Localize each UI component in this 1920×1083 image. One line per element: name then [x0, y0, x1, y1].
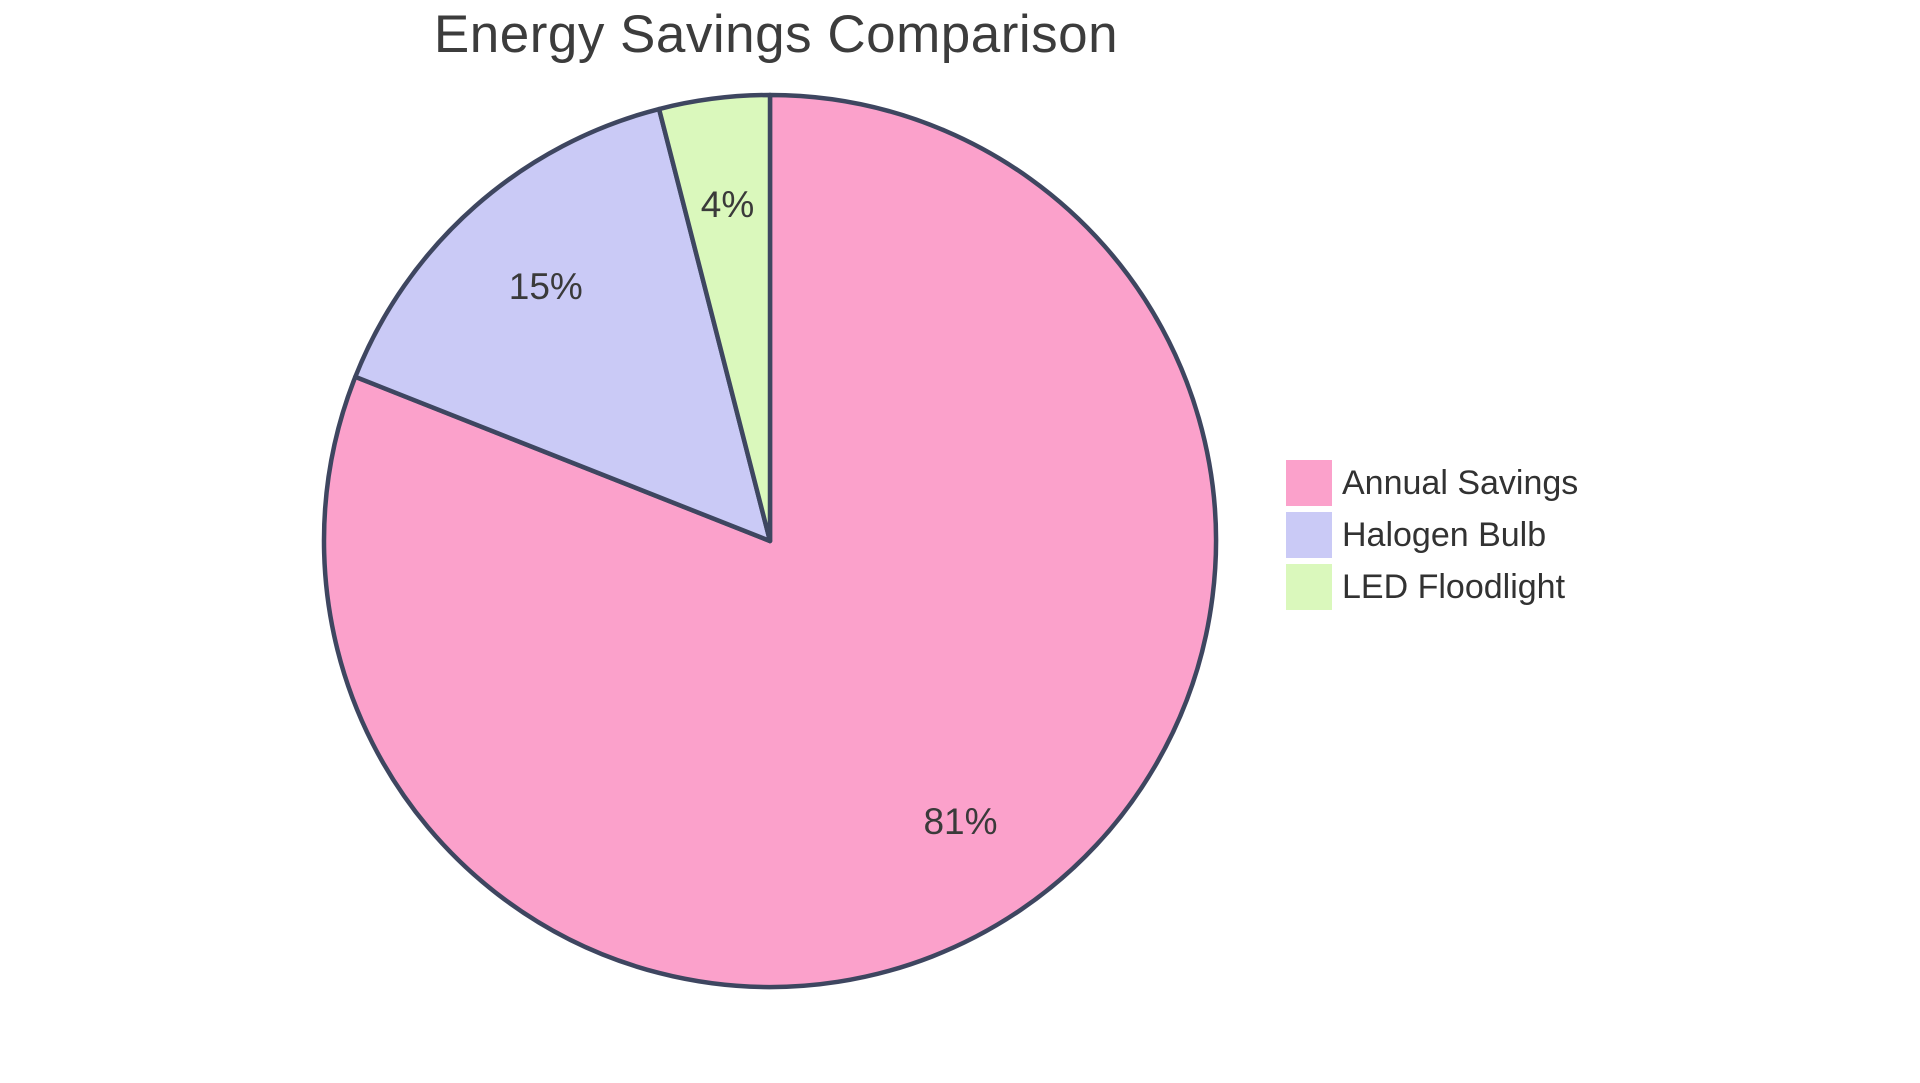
- legend: Annual Savings Halogen Bulb LED Floodlight: [1286, 460, 1578, 616]
- legend-item-annual-savings: Annual Savings: [1286, 460, 1578, 506]
- pie-slice-led-floodlight: [656, 92, 773, 544]
- slice-percent-label-annual-savings: 81%: [923, 801, 997, 842]
- legend-label-halogen-bulb: Halogen Bulb: [1342, 515, 1547, 554]
- legend-swatch-led-floodlight: [1286, 564, 1332, 610]
- legend-label-annual-savings: Annual Savings: [1342, 463, 1579, 502]
- slice-percent-label-halogen-bulb: 15%: [509, 266, 583, 307]
- chart-title: Energy Savings Comparison: [433, 5, 1119, 64]
- legend-swatch-halogen-bulb: [1286, 512, 1332, 558]
- legend-swatch-annual-savings: [1286, 460, 1332, 506]
- slice-percent-label-led-floodlight: 4%: [701, 184, 754, 225]
- legend-label-led-floodlight: LED Floodlight: [1342, 567, 1566, 606]
- legend-item-led-floodlight: LED Floodlight: [1286, 564, 1578, 610]
- pie-chart: 81% 15% 4%: [321, 92, 1219, 990]
- legend-item-halogen-bulb: Halogen Bulb: [1286, 512, 1578, 558]
- pie-slice-halogen-bulb: [353, 106, 773, 544]
